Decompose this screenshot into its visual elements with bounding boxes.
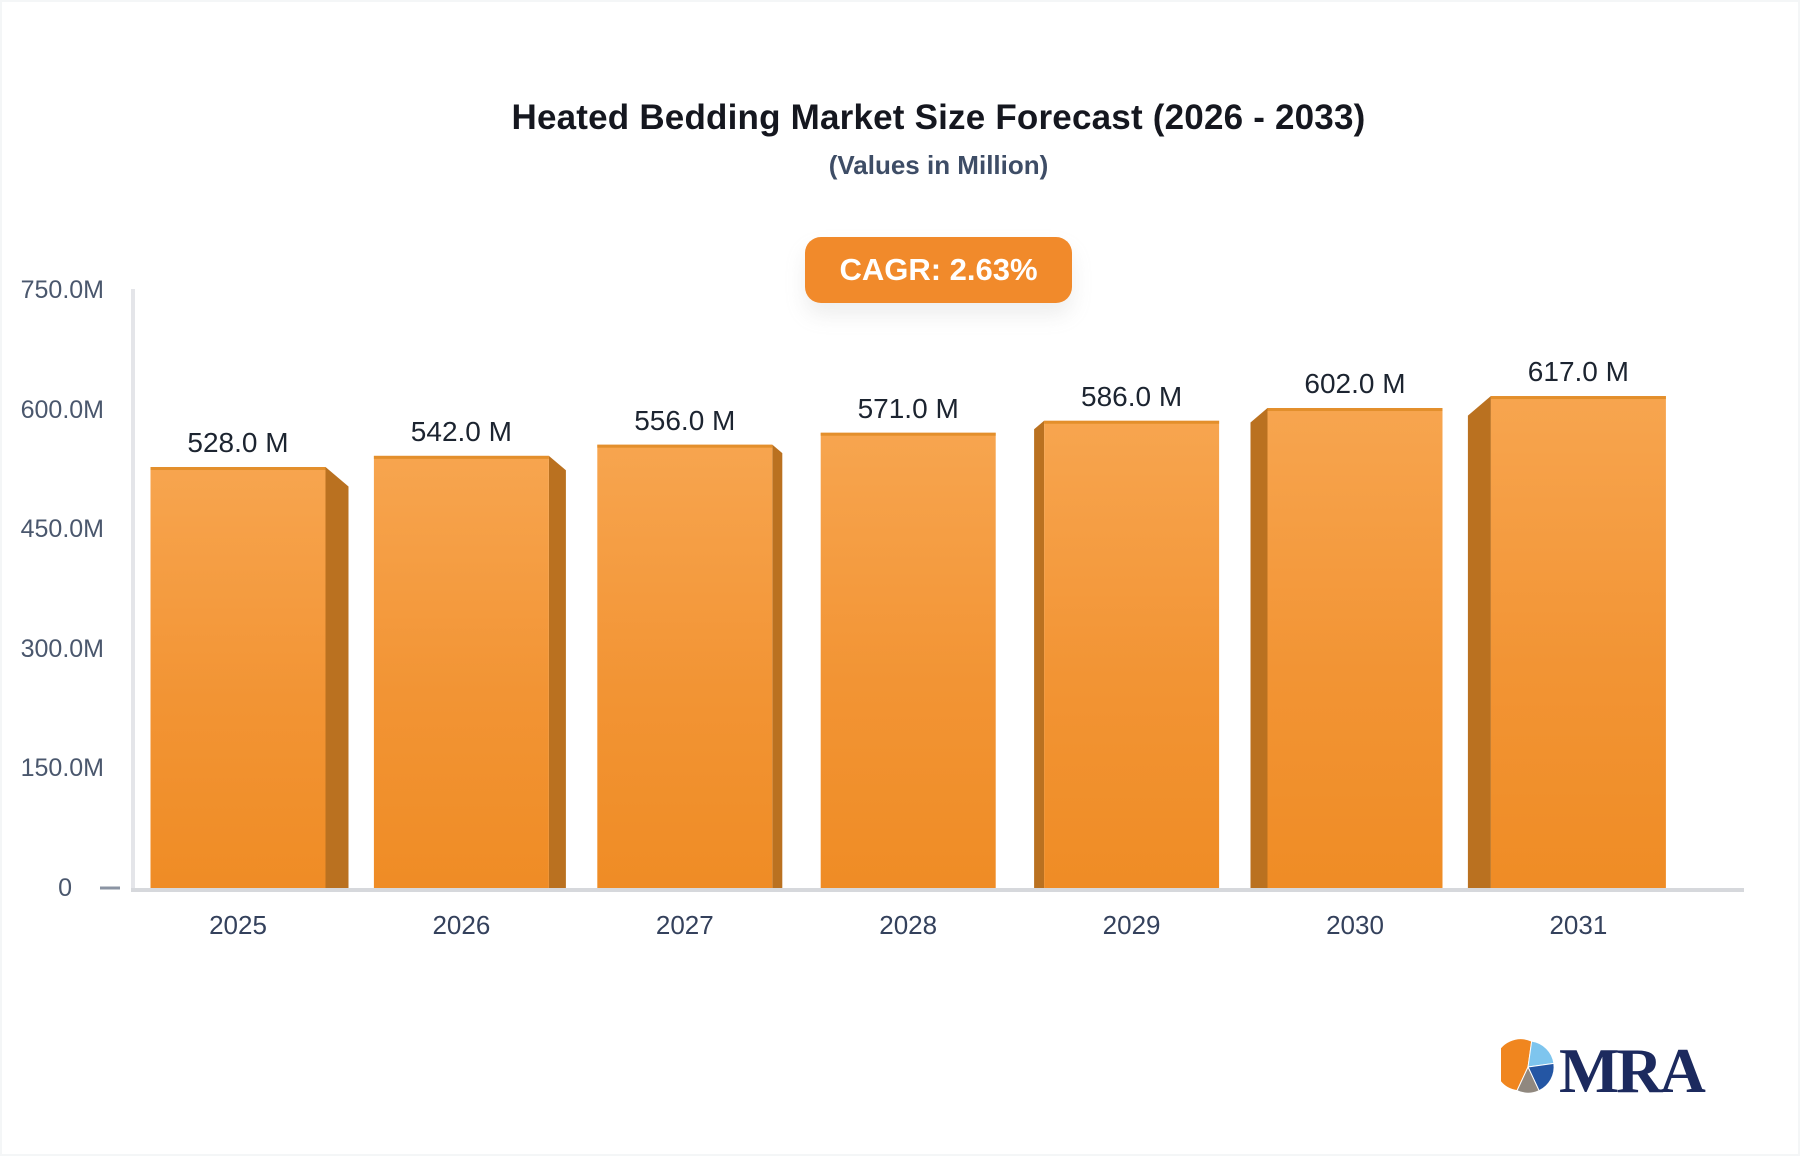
bar-front-face [1267,408,1443,889]
bar-side-face [1467,396,1491,889]
chart-subtitle: (Values in Million) [828,150,1049,180]
bar-value-label-2025: 528.0 M [187,427,289,458]
x-axis-label-2031: 2031 [1549,910,1608,940]
bar-2027 [597,444,783,889]
bar-2025 [150,467,349,889]
bar-top-edge [150,467,326,471]
bar-2026 [373,455,566,889]
bar-front-face [1044,420,1220,889]
bar-2028 [820,432,996,889]
bar-front-face [1490,396,1666,889]
bar-top-edge [1267,408,1443,412]
bar-2031 [1467,396,1666,889]
y-axis-label-300.0M: 300.0M [20,634,104,663]
x-axis-label-2025: 2025 [209,910,267,940]
bars-layer [150,396,1666,889]
bar-side-face [325,467,349,889]
bar-front-face [150,467,326,889]
y-axis-label-450.0M: 450.0M [20,515,104,544]
chart-header: Heated Bedding Market Size Forecast (202… [133,2,1744,303]
bar-front-face [373,455,549,889]
mra-logo: MRA [1501,1032,1721,1112]
y-axis-label-600.0M: 600.0M [20,395,104,424]
cagr-badge: CAGR: 2.63% [805,237,1072,303]
bar-top-edge [1490,396,1666,400]
bar-top-edge [597,444,773,448]
bar-top-edge [373,455,549,459]
y-axis-label-150.0M: 150.0M [20,754,104,783]
bar-side-face [1034,420,1045,889]
x-axis-label-2030: 2030 [1326,910,1384,940]
bar-front-face [597,444,773,889]
mra-logo-text: MRA [1559,1035,1706,1106]
x-axis-label-2026: 2026 [432,910,491,940]
bar-side-face [1250,408,1268,889]
y-axis-label-0: 0 [58,874,72,902]
x-axis-label-2027: 2027 [655,910,714,940]
x-axis-label-2029: 2029 [1102,910,1161,940]
bar-value-label-2028: 571.0 M [857,392,959,424]
bar-side-face [548,455,566,889]
bar-top-edge [820,432,996,436]
bar-value-label-2029: 586.0 M [1081,380,1183,412]
x-axis-label-2028: 2028 [879,910,938,940]
y-axis-label-750.0M: 750.0M [20,276,104,304]
bar-value-label-2026: 542.0 M [410,415,512,447]
mra-pie-icon [1501,1038,1555,1094]
bar-2030 [1250,408,1443,889]
bar-value-label-2027: 556.0 M [634,404,736,436]
bar-value-label-2031: 617.0 M [1527,356,1629,388]
chart-title: Heated Bedding Market Size Forecast (202… [511,98,1366,137]
bar-top-edge [1044,420,1220,424]
bar-2029 [1034,420,1220,889]
bar-front-face [820,432,996,889]
bar-value-label-2030: 602.0 M [1304,368,1406,399]
bar-side-face [772,444,783,889]
